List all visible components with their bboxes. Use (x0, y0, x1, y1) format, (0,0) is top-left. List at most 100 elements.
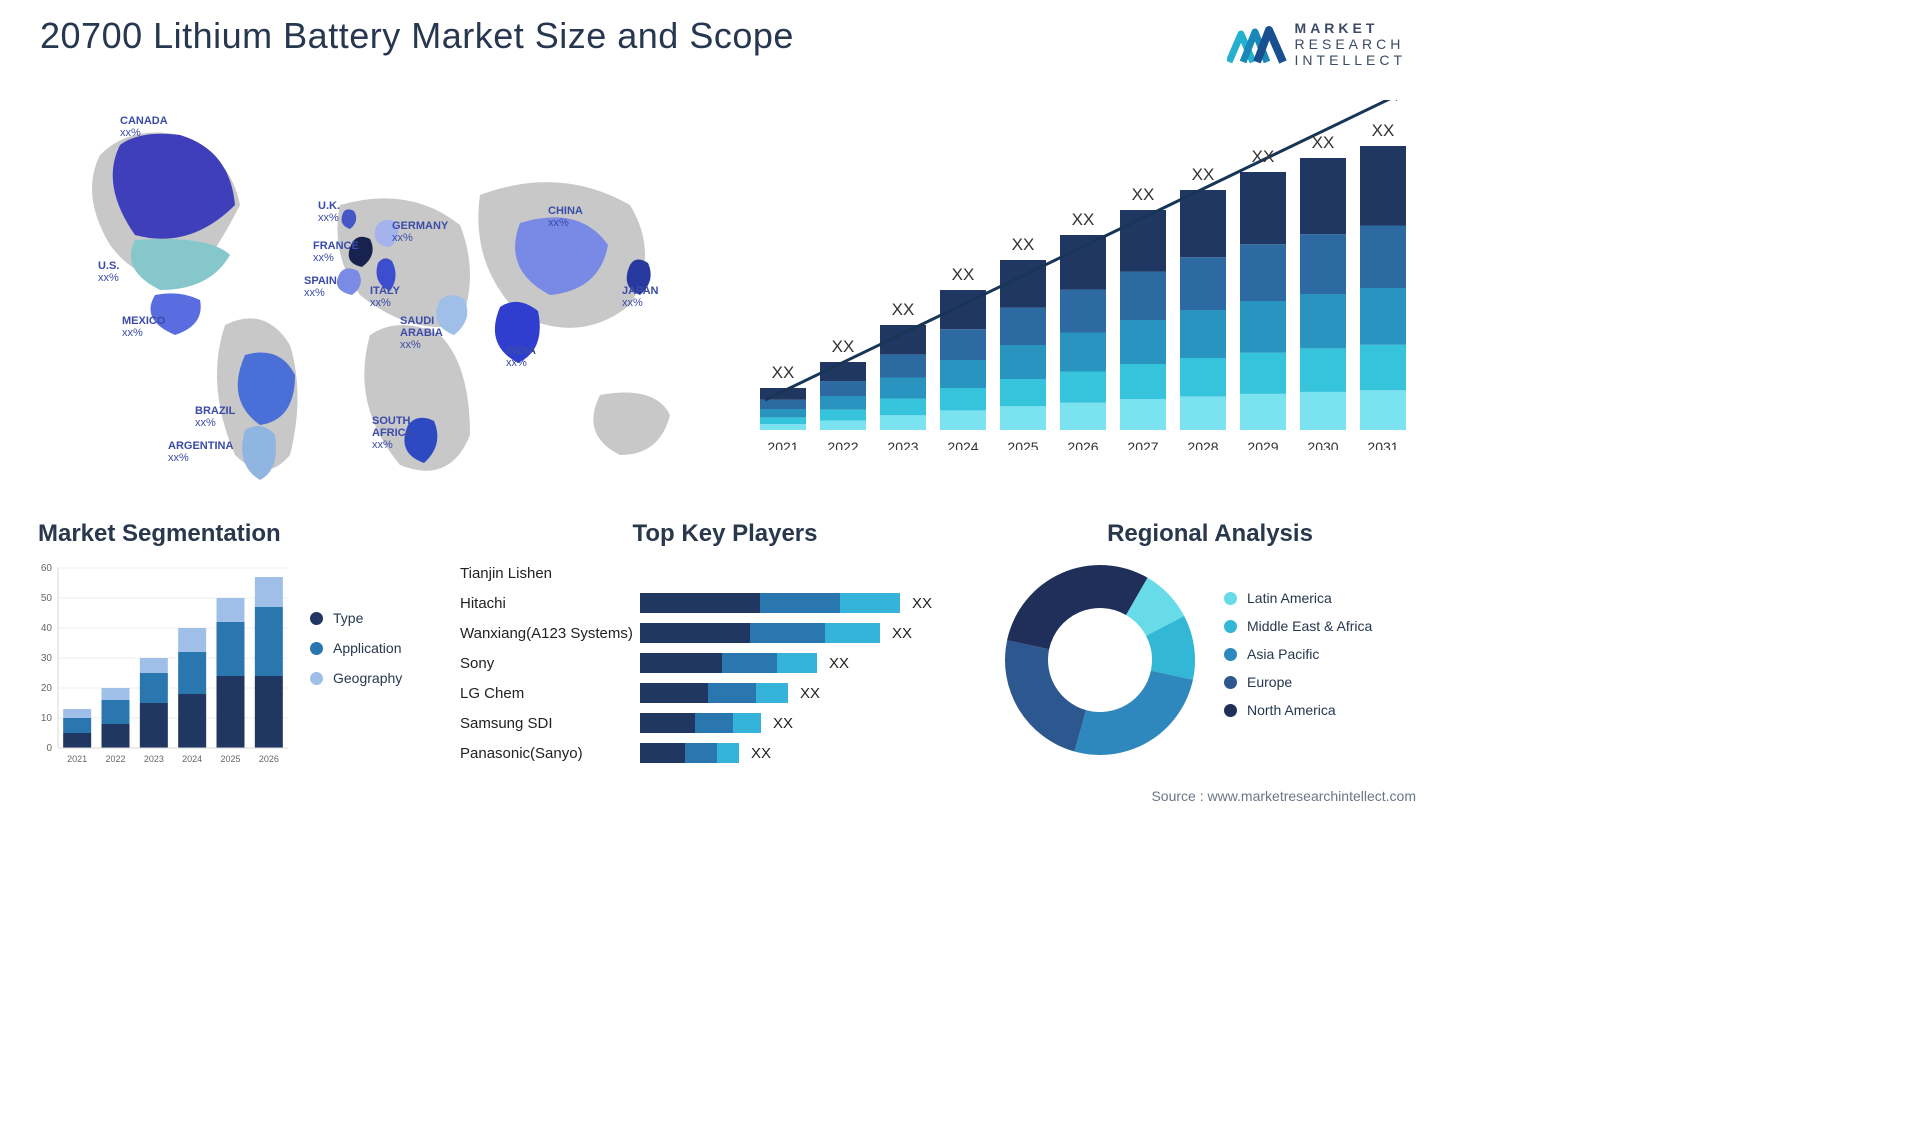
legend-label: Europe (1247, 674, 1292, 690)
key-player-bar (640, 623, 880, 643)
svg-text:2027: 2027 (1127, 439, 1158, 450)
legend-item: Europe (1224, 674, 1372, 690)
key-player-segment (695, 713, 733, 733)
key-player-segment (685, 743, 717, 763)
map-label: INDIAxx% (506, 345, 536, 369)
key-player-name: LG Chem (460, 685, 640, 702)
source-text: Source : www.marketresearchintellect.com (1151, 788, 1416, 804)
legend-item: Application (310, 640, 402, 656)
svg-text:2023: 2023 (144, 754, 164, 764)
svg-text:2031: 2031 (1367, 439, 1398, 450)
svg-text:10: 10 (41, 713, 53, 724)
legend-item: Geography (310, 670, 402, 686)
svg-text:20: 20 (41, 683, 53, 694)
legend-swatch (1224, 592, 1237, 605)
svg-text:2029: 2029 (1247, 439, 1278, 450)
key-player-value: XX (912, 595, 932, 612)
legend-item: Middle East & Africa (1224, 618, 1372, 634)
key-player-name: Samsung SDI (460, 715, 640, 732)
regional-legend: Latin America Middle East & Africa Asia Pa… (1224, 590, 1372, 730)
map-label: CHINAxx% (548, 205, 583, 229)
legend-item: North America (1224, 702, 1372, 718)
key-player-bar (640, 713, 761, 733)
map-label: U.S.xx% (98, 260, 119, 284)
growth-chart-svg: XX2021XX2022XX2023XX2024XX2025XX2026XX20… (740, 100, 1410, 450)
svg-text:2023: 2023 (887, 439, 918, 450)
legend-swatch (310, 612, 323, 625)
svg-text:2030: 2030 (1307, 439, 1338, 450)
regional-title: Regional Analysis (1000, 520, 1420, 548)
regional-donut (1000, 560, 1200, 760)
key-player-bar (640, 593, 900, 613)
svg-text:2021: 2021 (67, 754, 87, 764)
svg-text:XX: XX (1012, 235, 1035, 254)
svg-text:XX: XX (1132, 185, 1155, 204)
key-player-segment (840, 593, 900, 613)
legend-label: Middle East & Africa (1247, 618, 1372, 634)
map-label: SOUTHAFRICAxx% (372, 415, 414, 451)
svg-text:XX: XX (952, 265, 975, 284)
segmentation-chart: 0102030405060202120222023202420252026 (30, 560, 290, 770)
svg-text:2022: 2022 (827, 439, 858, 450)
legend-label: Asia Pacific (1247, 646, 1319, 662)
svg-text:60: 60 (41, 563, 53, 574)
svg-text:XX: XX (772, 363, 795, 382)
map-label: CANADAxx% (120, 115, 168, 139)
key-player-name: Tianjin Lishen (460, 565, 640, 582)
svg-text:2024: 2024 (947, 439, 978, 450)
map-label: JAPANxx% (622, 285, 658, 309)
key-players-panel: Top Key Players Tianjin LishenHitachiXXW… (460, 520, 990, 780)
regional-panel: Regional Analysis Latin America Middle Ea… (1000, 520, 1420, 780)
legend-swatch (1224, 648, 1237, 661)
key-player-bar (640, 683, 788, 703)
map-label: GERMANYxx% (392, 220, 448, 244)
legend-swatch (310, 672, 323, 685)
svg-text:XX: XX (1312, 133, 1335, 152)
segmentation-legend: Type Application Geography (310, 610, 402, 700)
svg-text:2026: 2026 (259, 754, 279, 764)
key-player-segment (750, 623, 825, 643)
segmentation-panel: Market Segmentation 01020304050602021202… (30, 520, 450, 780)
key-player-segment (708, 683, 756, 703)
key-player-row: Sony XX (460, 650, 990, 676)
key-player-segment (825, 623, 880, 643)
legend-swatch (1224, 704, 1237, 717)
map-label: BRAZILxx% (195, 405, 235, 429)
key-player-row: Tianjin Lishen (460, 560, 990, 586)
key-player-name: Sony (460, 655, 640, 672)
legend-label: Application (333, 640, 402, 656)
legend-item: Latin America (1224, 590, 1372, 606)
map-label: SPAINxx% (304, 275, 337, 299)
svg-text:2025: 2025 (220, 754, 240, 764)
page-title: 20700 Lithium Battery Market Size and Sc… (40, 15, 794, 57)
key-player-row: LG ChemXX (460, 680, 990, 706)
segmentation-title: Market Segmentation (38, 520, 450, 548)
logo-line2: RESEARCH (1295, 36, 1405, 52)
logo-text: MARKET RESEARCH INTELLECT (1295, 20, 1406, 68)
map-label: U.K.xx% (318, 200, 340, 224)
svg-text:50: 50 (41, 593, 53, 604)
map-label: ITALYxx% (370, 285, 400, 309)
legend-label: Latin America (1247, 590, 1332, 606)
growth-chart-panel: XX2021XX2022XX2023XX2024XX2025XX2026XX20… (740, 100, 1410, 470)
key-player-row: Panasonic(Sanyo)XX (460, 740, 990, 766)
svg-text:XX: XX (1252, 147, 1275, 166)
key-player-segment (777, 653, 817, 673)
key-player-segment (640, 713, 695, 733)
key-player-segment (717, 743, 739, 763)
map-label: MEXICOxx% (122, 315, 165, 339)
key-players-list: Tianjin LishenHitachiXXWanxiang(A123 Sys… (460, 560, 990, 766)
world-map-svg (40, 95, 680, 495)
key-player-bar (640, 653, 817, 673)
key-player-segment (640, 623, 750, 643)
key-player-row: Wanxiang(A123 Systems)XX (460, 620, 990, 646)
key-player-segment (640, 683, 708, 703)
svg-text:XX: XX (832, 337, 855, 356)
key-player-segment (640, 743, 685, 763)
key-player-name: Panasonic(Sanyo) (460, 745, 640, 762)
svg-text:XX: XX (892, 300, 915, 319)
key-player-value: XX (829, 655, 849, 672)
legend-label: Type (333, 610, 363, 626)
map-label: SAUDIARABIAxx% (400, 315, 443, 351)
svg-text:2028: 2028 (1187, 439, 1218, 450)
